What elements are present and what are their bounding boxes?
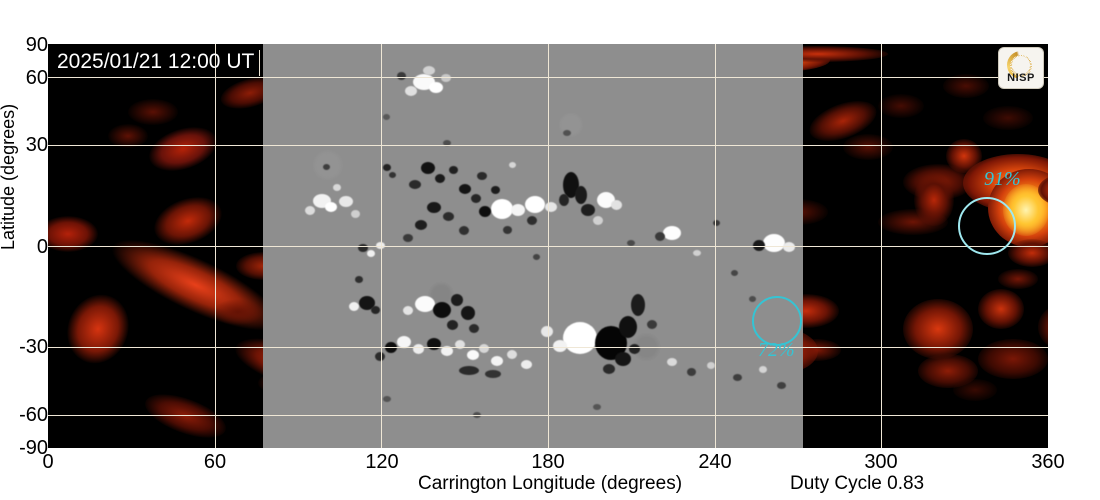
timestamp-overlay: 2025/01/21 12:00 UT [53,48,261,77]
coronal-hole-label-72: 72% [758,339,795,361]
gridline-lon-300 [881,44,882,448]
y-axis-label: Latitude (degrees) [0,103,18,250]
gridline-lon-180 [548,44,549,448]
x-tick-0: 0 [42,451,54,473]
y-tick-60: 60 [25,67,48,89]
y-tick-0: 0 [36,236,48,258]
synoptic-map-plot: 2025/01/21 12:00 UT 91% 72% NISP [48,44,1048,448]
nisp-logo-text: NISP [1007,72,1035,84]
x-tick-240: 240 [698,451,732,473]
sun-inner-disc [1012,56,1030,74]
x-axis-label: Carrington Longitude (degrees) [417,473,683,494]
gridline-lon-240 [715,44,716,448]
x-tick-360: 360 [1031,451,1065,473]
y-tick-m30: -30 [19,336,48,358]
gridline-lon-120 [381,44,382,448]
nisp-logo: NISP [999,48,1043,88]
gridline-lon-60 [215,44,216,448]
x-tick-300: 300 [864,451,898,473]
x-tick-120: 120 [365,451,399,473]
duty-cycle-label: Duty Cycle 0.83 [790,473,925,494]
x-tick-60: 60 [203,451,227,473]
coronal-hole-label-91: 91% [984,168,1021,190]
coronal-hole-circle-91 [958,197,1016,255]
y-tick-30: 30 [25,134,48,156]
y-tick-m90: -90 [19,437,48,459]
y-tick-90: 90 [25,34,48,56]
x-tick-180: 180 [531,451,565,473]
y-tick-m60: -60 [19,404,48,426]
